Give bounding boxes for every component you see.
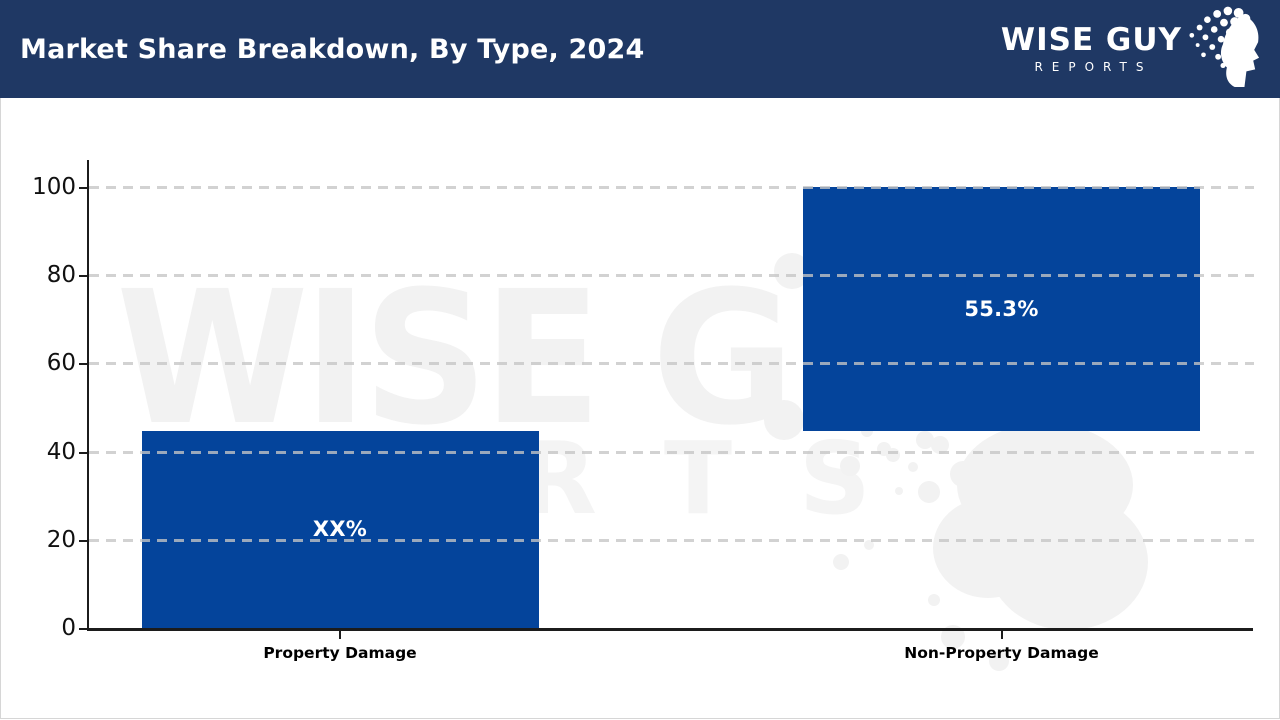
gridline <box>89 186 1254 189</box>
brand-name: WISE GUY <box>1000 22 1182 58</box>
brand-subname: REPORTS <box>1034 60 1153 74</box>
y-tick-label: 60 <box>46 350 76 377</box>
y-tick-mark <box>79 187 87 189</box>
y-tick-mark <box>79 363 87 366</box>
y-axis-line <box>87 160 89 630</box>
y-tick-mark <box>79 628 87 630</box>
gridline <box>89 274 1254 278</box>
y-tick-mark <box>79 275 87 278</box>
bar-value-label: 55.3% <box>964 296 1039 321</box>
watermark-text-bottom: R T S <box>520 420 887 537</box>
header-bar: Market Share Breakdown, By Type, 2024 WI… <box>0 0 1280 98</box>
gridline <box>89 538 1254 542</box>
x-category-label: Non-Property Damage <box>904 644 1099 662</box>
page-title: Market Share Breakdown, By Type, 2024 <box>20 33 645 65</box>
y-tick-label: 80 <box>46 262 76 289</box>
gridline <box>89 362 1254 366</box>
y-tick-mark <box>79 451 87 454</box>
y-tick-mark <box>79 539 87 542</box>
brand-logo: WISE GUY REPORTS <box>1001 5 1262 93</box>
brand-logo-text: WISE GUY REPORTS <box>1000 22 1182 74</box>
x-tick-mark <box>1000 631 1003 639</box>
y-tick-label: 40 <box>46 438 76 465</box>
bar-value-label: XX% <box>312 517 368 542</box>
bar-chart: 0 20 40 60 80 100 XX% 55.3% Property Damage Non-P… <box>0 98 1280 720</box>
bar: 55.3% <box>803 187 1200 431</box>
bar: XX% <box>141 430 539 628</box>
x-axis-line <box>87 628 1253 631</box>
dotted-face-icon <box>1184 5 1262 93</box>
x-category-label: Property Damage <box>263 644 417 662</box>
gridline <box>89 450 1254 454</box>
y-tick-label: 100 <box>32 174 76 200</box>
y-tick-label: 0 <box>61 615 76 641</box>
x-tick-mark <box>339 631 341 639</box>
y-tick-label: 20 <box>46 526 76 553</box>
